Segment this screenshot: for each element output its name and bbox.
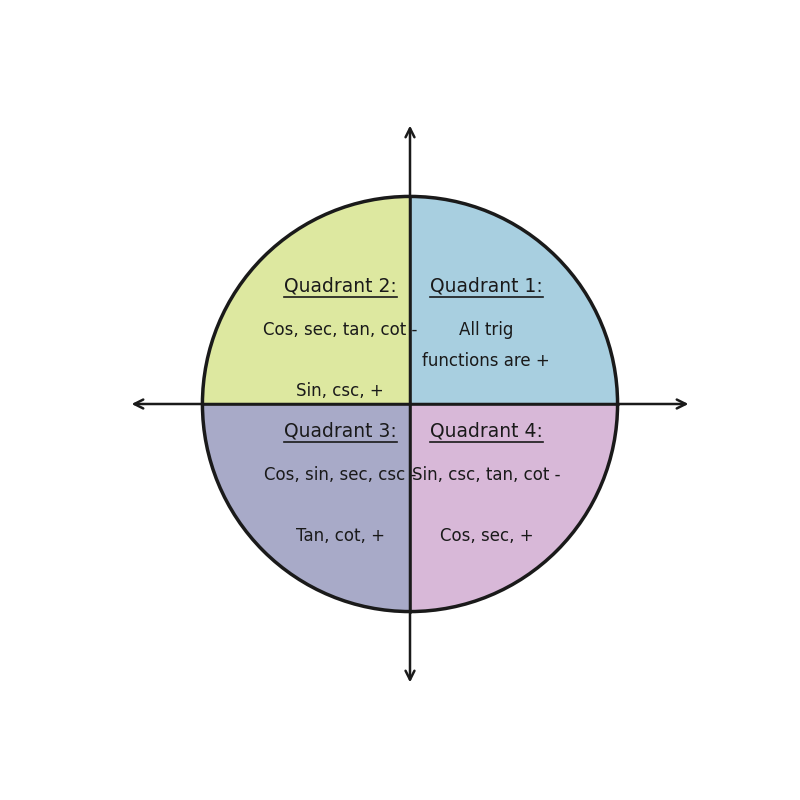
Text: Cos, sec, tan, cot -

Sin, csc, +: Cos, sec, tan, cot - Sin, csc, +	[263, 321, 418, 400]
Wedge shape	[410, 404, 618, 611]
Wedge shape	[202, 197, 410, 404]
Text: All trig
functions are +: All trig functions are +	[422, 321, 550, 370]
Text: Sin, csc, tan, cot -

Cos, sec, +: Sin, csc, tan, cot - Cos, sec, +	[412, 466, 561, 545]
Wedge shape	[410, 197, 618, 404]
Text: Quadrant 1:: Quadrant 1:	[430, 277, 542, 296]
Text: Cos, sin, sec, csc -

Tan, cot, +: Cos, sin, sec, csc - Tan, cot, +	[264, 466, 417, 545]
Text: Quadrant 3:: Quadrant 3:	[284, 422, 397, 440]
Text: Quadrant 4:: Quadrant 4:	[430, 422, 542, 440]
Text: Quadrant 2:: Quadrant 2:	[284, 277, 397, 296]
Wedge shape	[202, 404, 410, 611]
